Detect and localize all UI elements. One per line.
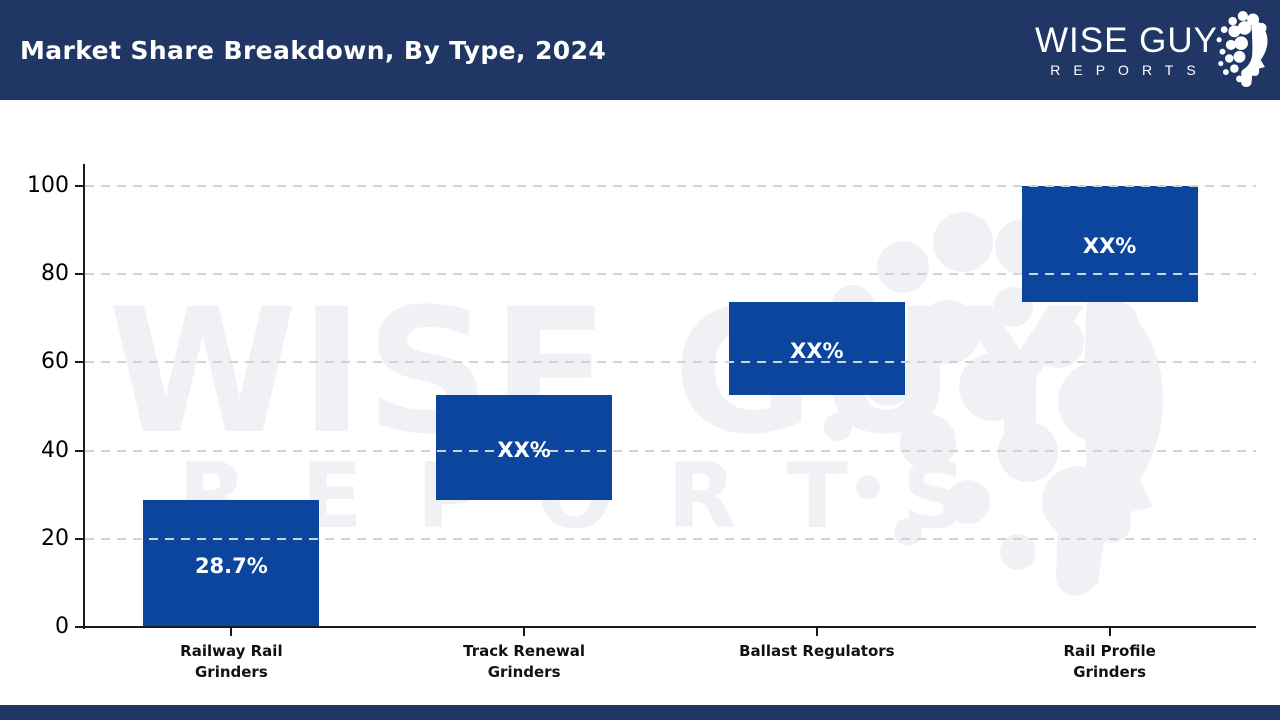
gridline-40 — [85, 449, 1256, 452]
category-label: Railway Rail Grinders — [180, 642, 283, 681]
gridline-80 — [85, 273, 1256, 276]
y-tick-mark — [75, 626, 84, 628]
y-axis-line — [83, 164, 85, 629]
y-tick-mark — [75, 185, 84, 187]
head-profile-icon — [1216, 10, 1268, 88]
bar-segment — [1021, 186, 1198, 303]
y-tick-label: 60 — [41, 349, 69, 375]
header: Market Share Breakdown, By Type, 2024 WI… — [0, 0, 1280, 100]
bar-value-label: 28.7% — [194, 553, 268, 578]
y-tick-label: 20 — [41, 525, 69, 551]
x-axis-line — [83, 626, 1256, 628]
bar-value-label: XX% — [1082, 234, 1137, 259]
logo-secondary-text: REPORTS — [1050, 62, 1209, 78]
bar-value-label: XX% — [497, 437, 551, 462]
bar-segment — [436, 395, 613, 501]
footer-bar — [0, 705, 1280, 720]
y-tick-label: 100 — [27, 173, 69, 198]
bar-segment — [728, 302, 905, 396]
x-tick-mark — [1108, 627, 1111, 636]
page-title: Market Share Breakdown, By Type, 2024 — [20, 36, 607, 65]
y-tick-label: 80 — [41, 261, 69, 287]
gridline-60 — [85, 361, 1256, 364]
y-tick-mark — [75, 361, 84, 364]
category-label: Ballast Regulators — [739, 642, 895, 660]
y-tick-mark — [75, 273, 84, 276]
bar-value-label: XX% — [790, 338, 844, 363]
category-label: Rail Profile Grinders — [1063, 642, 1156, 681]
y-tick-mark — [75, 537, 84, 540]
category-label: Track Renewal Grinders — [463, 642, 586, 681]
y-tick-label: 40 — [41, 437, 69, 463]
y-tick-mark — [75, 449, 84, 452]
y-tick-label: 0 — [55, 614, 69, 639]
gridline-100 — [85, 185, 1256, 187]
wise-guy-logo: WISE GUY REPORTS — [1035, 7, 1270, 93]
plot-area: 0 20 40 60 80 100 28.7% Railway Rail Grinders XX%… — [27, 164, 1256, 681]
x-tick-mark — [230, 627, 233, 636]
gridline-20 — [85, 537, 1256, 540]
logo-wordmark: WISE GUY REPORTS — [1034, 21, 1218, 79]
x-tick-mark — [815, 627, 818, 636]
logo-primary-text: WISE GUY — [1034, 21, 1218, 60]
x-tick-mark — [523, 627, 526, 636]
bar-segment — [143, 500, 320, 627]
